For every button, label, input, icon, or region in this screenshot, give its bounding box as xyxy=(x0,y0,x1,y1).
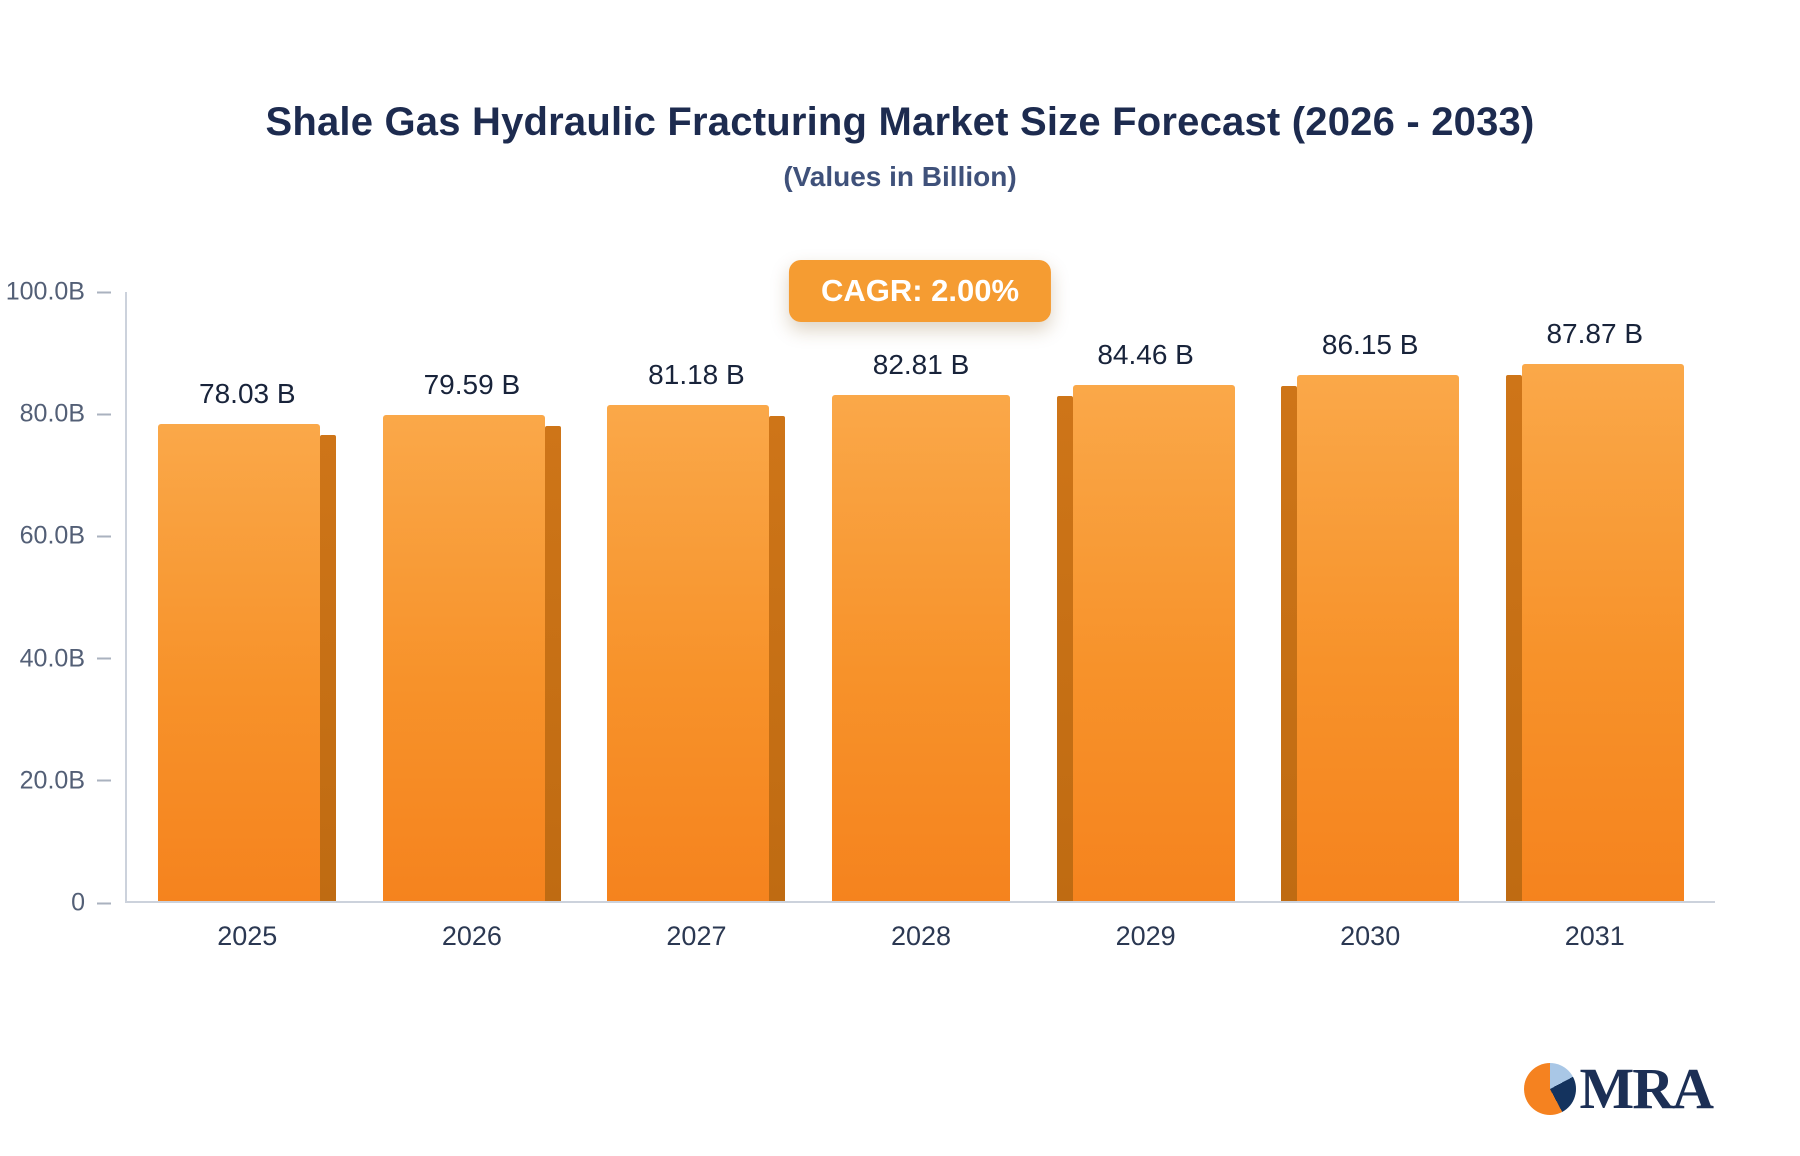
bar xyxy=(1505,364,1684,901)
y-tick: 60.0B xyxy=(20,522,111,551)
bar-side-shade xyxy=(1056,395,1073,901)
bar-group: 79.59 B 2026 xyxy=(360,292,585,951)
bar-face xyxy=(158,424,321,901)
y-tick-label: 20.0B xyxy=(19,766,85,795)
bar xyxy=(158,424,337,901)
chart-title: Shale Gas Hydraulic Fracturing Market Si… xyxy=(265,100,1535,144)
bar-group: 87.87 B 2031 xyxy=(1482,292,1707,951)
bar-side-shade xyxy=(544,425,561,901)
bar-face xyxy=(382,414,545,901)
bar-value-label: 84.46 B xyxy=(1097,338,1194,370)
plot-area: 78.03 B 2025 79.59 B 2026 81.18 B 2027 82.81 B… xyxy=(125,292,1715,951)
chart-subtitle: (Values in Billion) xyxy=(783,161,1017,192)
y-tick: 100.0B xyxy=(6,278,111,307)
bar-value-label: 81.18 B xyxy=(648,359,745,390)
y-tick-label: 80.0B xyxy=(19,399,85,428)
bar-side-shade xyxy=(1505,375,1522,901)
bar-side-shade xyxy=(1281,385,1298,901)
bar xyxy=(832,395,1011,901)
brand-logo: MRA xyxy=(1524,1055,1714,1122)
bar-value-label: 82.81 B xyxy=(872,349,970,381)
bar-face xyxy=(607,405,770,901)
bar-group: 81.18 B 2027 xyxy=(584,292,809,951)
y-tick-label: 60.0B xyxy=(19,521,85,550)
x-axis-label: 2025 xyxy=(217,921,278,951)
bar-group: 84.46 B 2029 xyxy=(1033,292,1258,951)
bar-face xyxy=(1297,374,1460,901)
y-tick: 80.0B xyxy=(20,400,111,429)
x-axis-label: 2030 xyxy=(1340,921,1401,951)
bar xyxy=(607,405,786,901)
bar-face xyxy=(832,395,1011,901)
bar-value-label: 78.03 B xyxy=(199,378,296,410)
y-tick: 0 xyxy=(71,889,111,918)
y-tick-label: 100.0B xyxy=(5,277,85,306)
bar-value-label: 87.87 B xyxy=(1546,318,1644,350)
bar-group: 78.03 B 2025 xyxy=(135,292,360,951)
x-axis-label: 2031 xyxy=(1564,921,1625,951)
bar-face xyxy=(1072,384,1235,901)
bar-side-shade xyxy=(320,435,337,901)
bar-value-label: 79.59 B xyxy=(423,368,521,400)
x-axis-label: 2026 xyxy=(441,921,502,951)
bars-row: 78.03 B 2025 79.59 B 2026 81.18 B 2027 82.81 B… xyxy=(135,292,1707,951)
bar xyxy=(1281,374,1460,901)
y-tick-mark xyxy=(97,657,111,660)
y-tick: 20.0B xyxy=(20,766,111,795)
bar xyxy=(1056,384,1235,901)
y-tick-mark xyxy=(97,902,111,904)
y-tick-mark xyxy=(97,291,111,293)
cagr-badge: CAGR: 2.00% xyxy=(788,260,1052,322)
y-tick-mark xyxy=(97,535,111,538)
y-tick-mark xyxy=(97,413,111,416)
bar-value-label: 86.15 B xyxy=(1321,328,1419,360)
bar xyxy=(382,414,561,901)
bar-group: 86.15 B 2030 xyxy=(1258,292,1483,951)
bar-side-shade xyxy=(769,416,786,901)
y-tick: 40.0B xyxy=(20,644,111,673)
x-axis-label: 2029 xyxy=(1115,921,1176,951)
x-axis-label: 2028 xyxy=(890,921,952,951)
bar-group: 82.81 B 2028 xyxy=(809,292,1034,951)
y-tick-mark xyxy=(97,779,111,782)
y-tick-label: 0 xyxy=(71,888,85,917)
bar-face xyxy=(1521,364,1684,901)
brand-logo-text: MRA xyxy=(1579,1056,1714,1121)
x-axis-label: 2027 xyxy=(666,921,727,951)
y-tick-label: 40.0B xyxy=(19,644,85,673)
chart-header: Shale Gas Hydraulic Fracturing Market Si… xyxy=(0,0,1800,193)
pie-chart-logo-icon xyxy=(1524,1062,1577,1115)
y-axis: 0 20.0B 40.0B 60.0B 80.0B 100.0B xyxy=(0,278,125,917)
